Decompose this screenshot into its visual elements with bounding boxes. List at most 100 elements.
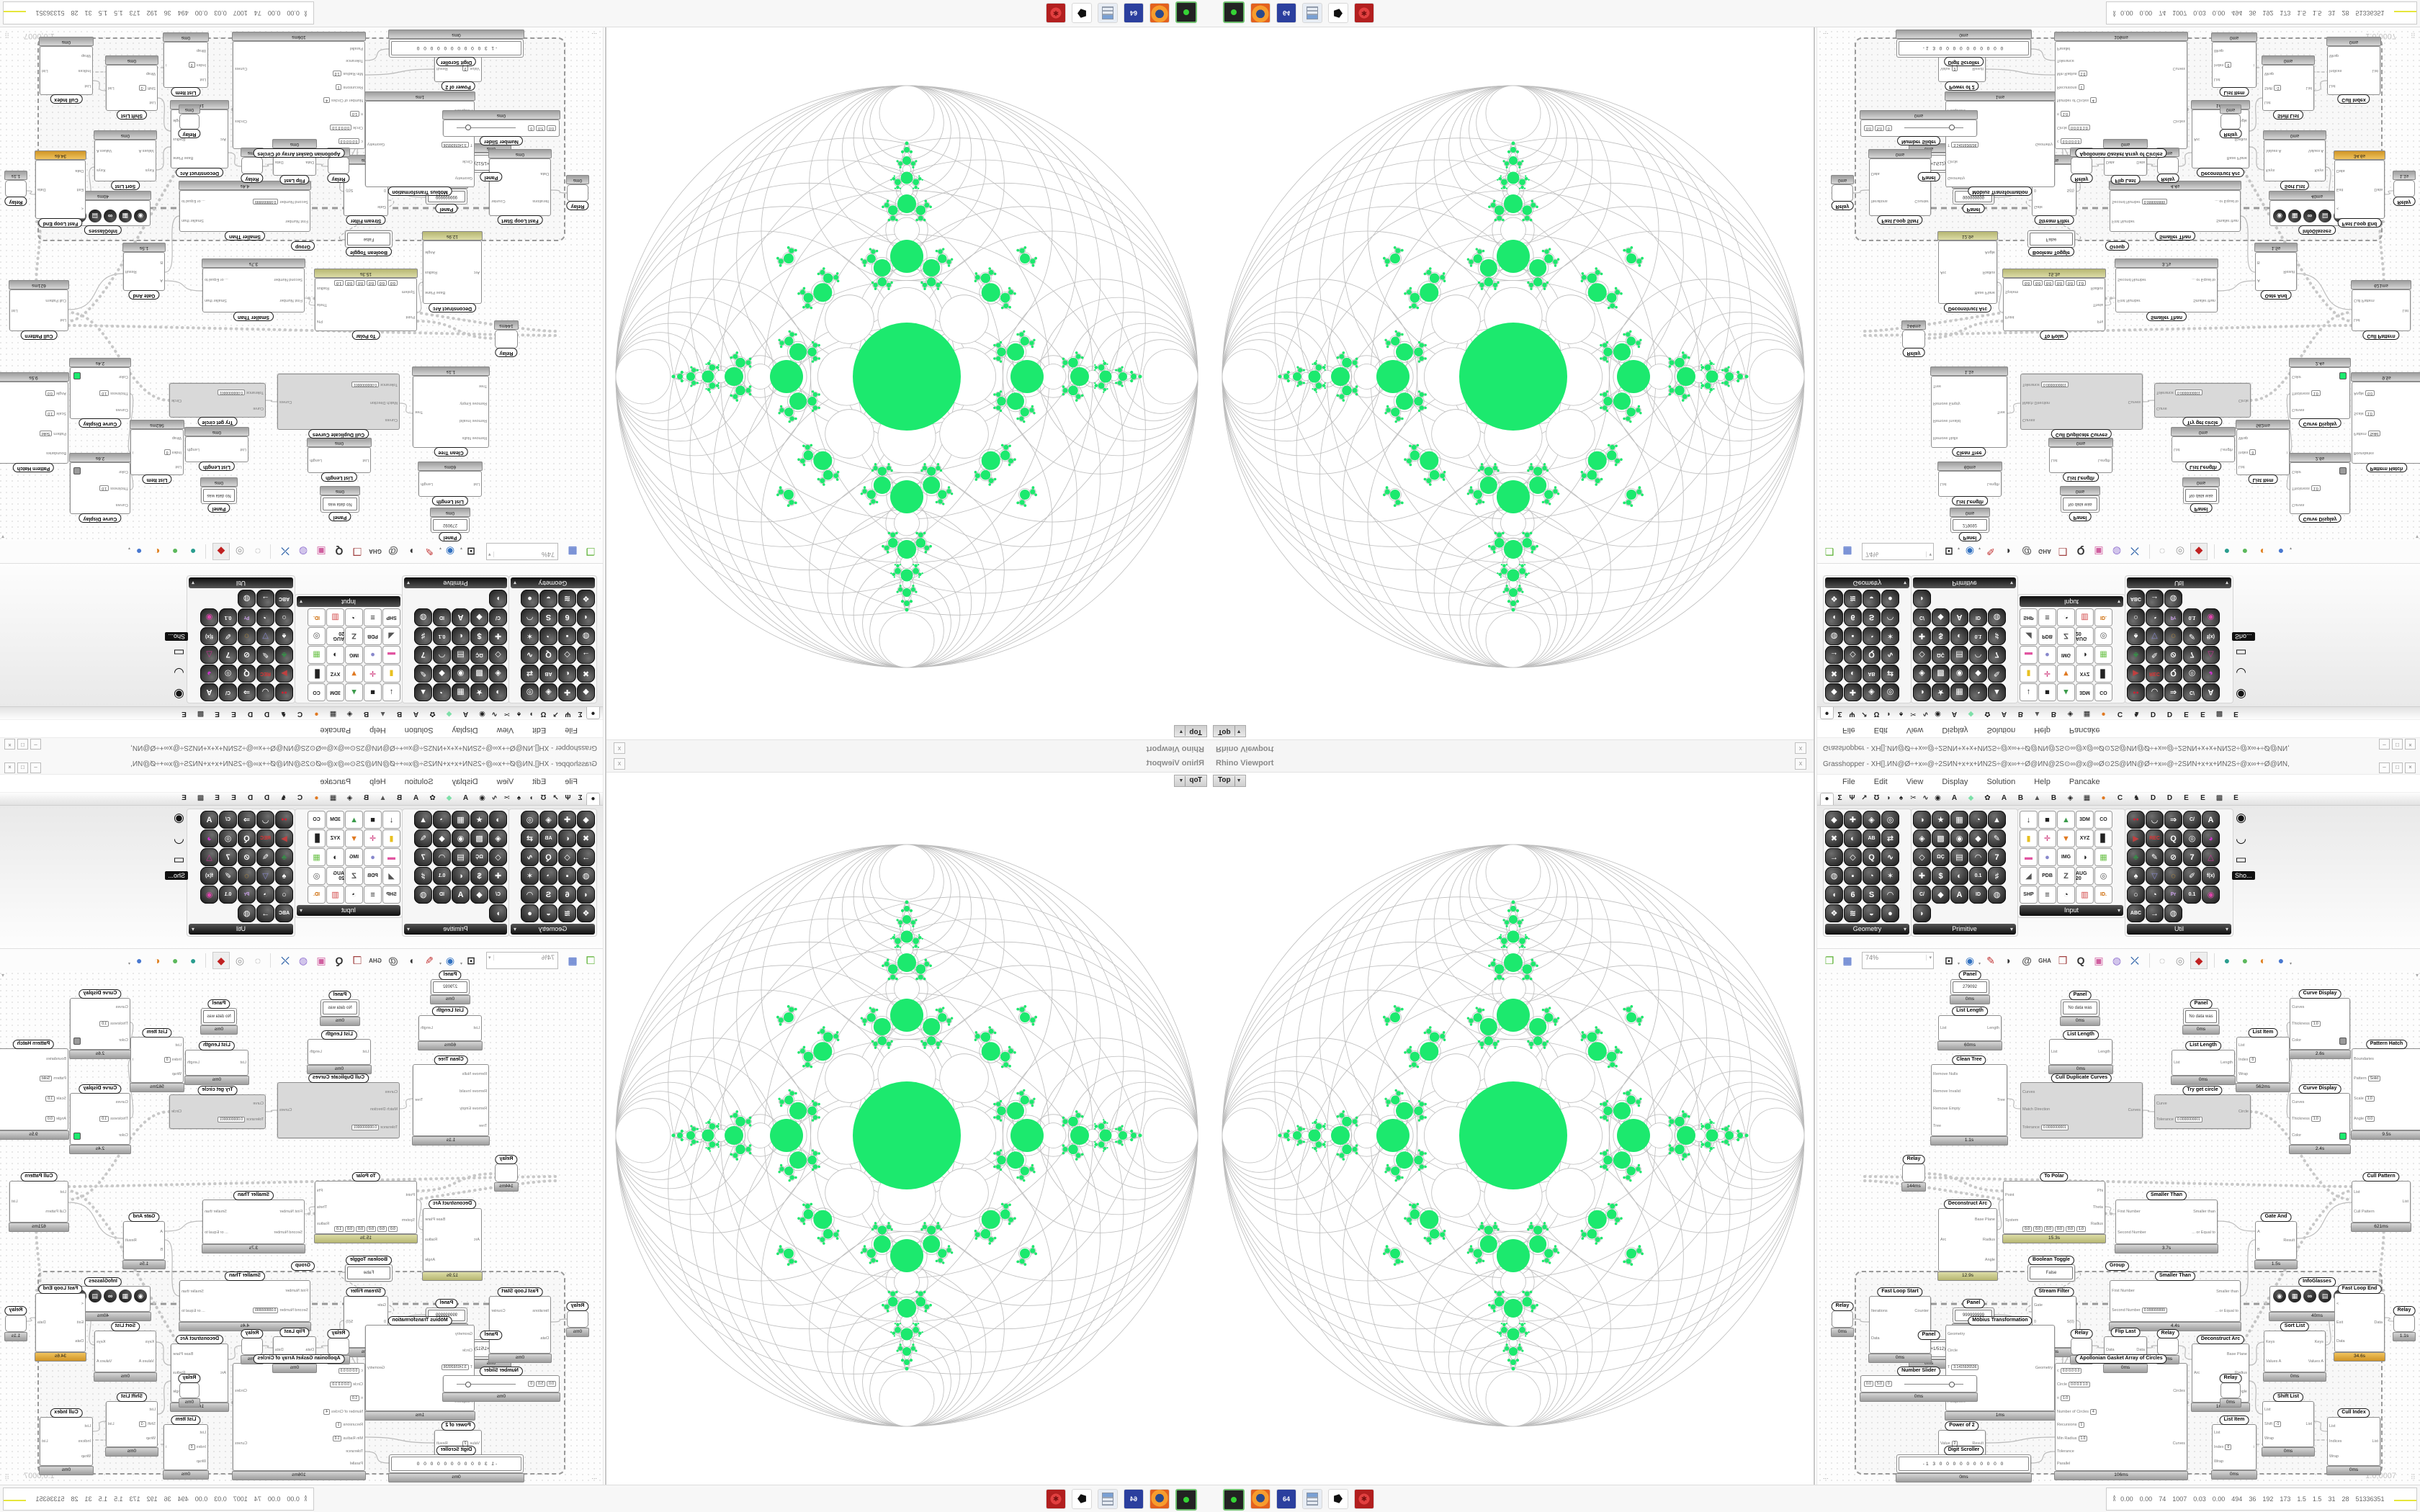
component-icon[interactable]: ◔ — [256, 886, 274, 904]
component-icon[interactable]: ✖ — [1825, 829, 1843, 847]
ribbon-tab-22[interactable]: D — [2150, 710, 2156, 718]
component-icon[interactable]: ΩÇ — [1932, 646, 1950, 664]
component-icon[interactable]: ● — [364, 646, 382, 664]
component-icon[interactable]: ID. — [2094, 886, 2112, 904]
close-icon[interactable]: x — [614, 742, 625, 754]
component-icon[interactable]: REC — [2146, 665, 2164, 683]
component-icon[interactable]: ✐ — [219, 867, 237, 885]
component-icon[interactable]: PDB — [2038, 627, 2056, 645]
menu-item-display[interactable]: Display — [1942, 726, 1968, 734]
menu-item-pancake[interactable]: Pancake — [2069, 778, 2100, 786]
zoom-select[interactable]: 74% ▾ — [486, 952, 558, 969]
ribbon-tab-15[interactable]: ▲ — [379, 794, 387, 802]
component-icon[interactable]: SHP — [382, 608, 400, 626]
component-icon[interactable]: ■ — [364, 811, 382, 829]
gh-node[interactable]: List Length List Length 0ms — [184, 1041, 249, 1085]
chevron-down-icon[interactable]: ▾ — [1958, 546, 1960, 551]
save-button[interactable]: ▦ — [1842, 546, 1852, 558]
component-icon[interactable]: Q — [238, 665, 256, 683]
component-icon[interactable]: ◇ — [1844, 848, 1862, 866]
component-icon[interactable]: ●● — [2127, 811, 2145, 829]
component-icon[interactable]: ⊘ — [238, 646, 256, 664]
component-icon[interactable]: 0.1 — [219, 886, 237, 904]
preview-wire-button[interactable]: ◎ — [2175, 954, 2185, 966]
group-label-input[interactable]: Input ▾ — [2020, 905, 2123, 916]
component-icon[interactable]: ◠ — [521, 608, 539, 626]
maximize-icon[interactable]: □ — [17, 739, 28, 750]
component-icon[interactable]: IMG — [2057, 646, 2075, 664]
component-icon[interactable]: ★ — [1932, 811, 1950, 829]
component-icon[interactable]: ✎ — [256, 646, 274, 664]
ribbon-tab-8[interactable]: ∿ — [1922, 710, 1929, 718]
close-icon[interactable]: × — [4, 762, 15, 773]
gh-node[interactable]: Boolean Toggle False — [2027, 1256, 2075, 1282]
galapagos-button[interactable]: ◍ — [298, 954, 308, 966]
ribbon-tab-14[interactable]: B — [396, 794, 403, 802]
component-icon[interactable]: ◑ — [2076, 646, 2094, 664]
component-icon[interactable]: ◈ — [1913, 829, 1931, 847]
ribbon-tab-3[interactable]: ↗ — [552, 794, 559, 802]
component-icon[interactable]: ▪ — [558, 627, 576, 645]
component-icon[interactable]: ID — [433, 608, 451, 626]
gh-node[interactable]: Deconstruct Arc Arc Base Plane Radius Angle… — [1937, 1200, 1998, 1281]
jitter-button[interactable]: ⤫ — [2130, 954, 2139, 966]
minimize-icon[interactable]: – — [2379, 762, 2390, 773]
component-icon[interactable]: ↓ — [382, 683, 400, 701]
component-icon[interactable]: AUG 20 — [2076, 867, 2094, 885]
gh-node[interactable]: Digit Scroller -1 3 0 0 0 0 0 0 0 0 0 0 0m… — [388, 1446, 524, 1482]
component-icon[interactable]: △ — [200, 646, 218, 664]
group-label-geometry[interactable]: Geometry ▾ — [1825, 577, 1909, 588]
color-swatch[interactable] — [2339, 1038, 2347, 1045]
ribbon-tab-10[interactable]: A — [1951, 710, 1958, 718]
group-label-util[interactable]: Util ▾ — [189, 577, 293, 588]
gh-node[interactable]: List Length List Length 60ms — [1937, 1007, 2002, 1050]
component-icon[interactable]: ●● — [2127, 683, 2145, 701]
component-icon[interactable]: ✖ — [577, 665, 595, 683]
taskbar-icon-floppy-64[interactable]: 64 — [1276, 1489, 1296, 1509]
show-label[interactable]: Sho... — [2232, 632, 2255, 641]
component-icon[interactable]: 7 — [2183, 848, 2201, 866]
component-icon[interactable]: ◕ — [2202, 665, 2220, 683]
group-label-input[interactable]: Input ▾ — [297, 596, 400, 607]
component-icon[interactable]: ◇ — [558, 646, 576, 664]
component-icon[interactable]: ◔ — [2146, 886, 2164, 904]
component-icon[interactable]: ◌ — [2164, 867, 2182, 885]
taskbar-icon-settings-red[interactable]: ✱ — [1354, 1489, 1374, 1509]
gh-node[interactable]: Digit Scroller -1 3 0 0 0 0 0 0 0 0 0 0 0m… — [1896, 1446, 2032, 1482]
save-button[interactable]: ▦ — [1842, 954, 1852, 966]
component-icon[interactable]: ▊ — [2094, 829, 2112, 847]
glasses-icon[interactable]: ◡ — [174, 667, 184, 681]
component-icon[interactable]: ◠ — [1881, 608, 1899, 626]
gh-node[interactable]: Smaller Than First Number Second Number Sm… — [2115, 258, 2218, 321]
ribbon-tab-17[interactable]: ◈ — [346, 710, 353, 718]
component-icon[interactable]: ♠ — [275, 867, 293, 885]
component-icon[interactable]: ▼ — [2057, 829, 2075, 847]
chevron-down-icon[interactable]: ▾ — [2290, 961, 2293, 966]
component-icon[interactable]: A — [452, 608, 470, 626]
component-icon[interactable]: ▬ — [2020, 848, 2038, 866]
ribbon-tab-22[interactable]: D — [2150, 794, 2156, 802]
gh-node[interactable]: Cull Duplicate Curves Curves Match Directi… — [2020, 1074, 2143, 1138]
ribbon-tab-21[interactable]: ♞ — [2133, 794, 2140, 802]
component-icon[interactable]: ✐ — [2183, 627, 2201, 645]
color-swatch[interactable] — [73, 1133, 81, 1140]
component-icon[interactable]: ◕ — [200, 829, 218, 847]
ribbon-tab-23[interactable]: D — [2166, 710, 2173, 718]
menu-item-solution[interactable]: Solution — [404, 726, 434, 734]
slider-value[interactable]: 5.0 — [536, 1381, 546, 1387]
component-icon[interactable]: ◆ — [470, 608, 488, 626]
slider-value[interactable]: 0 — [528, 1381, 535, 1387]
component-icon[interactable]: ◈ — [1913, 665, 1931, 683]
component-icon[interactable]: 6 — [558, 886, 576, 904]
component-icon[interactable]: ◎ — [2183, 665, 2201, 683]
slider-value[interactable]: 0.0 — [1864, 125, 1873, 131]
ribbon-tab-5[interactable]: ◗ — [529, 710, 534, 718]
component-icon[interactable]: 7 — [219, 848, 237, 866]
menu-item-help[interactable]: Help — [369, 778, 386, 786]
chevron-down-icon[interactable]: ▾ — [1978, 961, 1981, 966]
ribbon-tab-4[interactable]: Ʊ — [540, 794, 547, 802]
